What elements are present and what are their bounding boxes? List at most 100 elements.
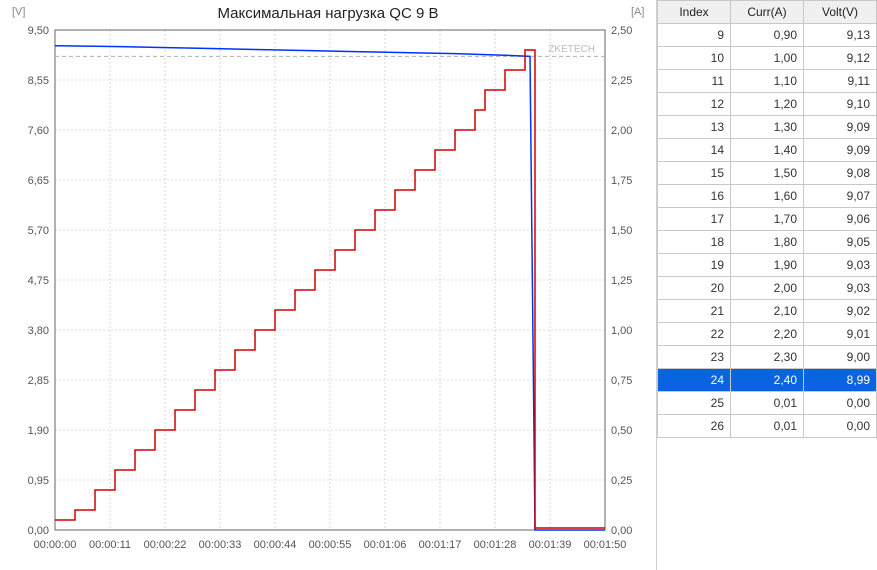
cell-voltage: 9,07	[804, 185, 877, 208]
cell-voltage: 9,09	[804, 116, 877, 139]
watermark: ZKETECH	[548, 44, 595, 55]
table-row[interactable]: 232,309,00	[658, 346, 877, 369]
table-row[interactable]: 111,109,11	[658, 70, 877, 93]
cell-index: 9	[658, 24, 731, 47]
xtick: 00:00:22	[144, 539, 187, 551]
cell-index: 20	[658, 277, 731, 300]
table-row[interactable]: 90,909,13	[658, 24, 877, 47]
table-row[interactable]: 181,809,05	[658, 231, 877, 254]
cell-voltage: 9,06	[804, 208, 877, 231]
xtick: 00:01:06	[364, 539, 407, 551]
table-row[interactable]: 212,109,02	[658, 300, 877, 323]
table-row[interactable]: 242,408,99	[658, 369, 877, 392]
ytick-right: 0,00	[611, 525, 632, 537]
right-axis-label: [A]	[631, 6, 644, 18]
cell-current: 1,40	[731, 139, 804, 162]
table-row[interactable]: 101,009,12	[658, 47, 877, 70]
left-axis-label: [V]	[12, 6, 25, 18]
cell-voltage: 9,03	[804, 254, 877, 277]
xtick: 00:01:28	[474, 539, 517, 551]
ytick-left: 0,00	[28, 525, 49, 537]
ytick-right: 2,50	[611, 25, 632, 37]
ytick-left: 4,75	[28, 275, 49, 287]
ytick-right: 1,00	[611, 325, 632, 337]
ytick-left: 7,60	[28, 125, 49, 137]
cell-voltage: 9,12	[804, 47, 877, 70]
cell-index: 16	[658, 185, 731, 208]
xtick: 00:00:55	[309, 539, 352, 551]
cell-voltage: 9,13	[804, 24, 877, 47]
cell-current: 1,70	[731, 208, 804, 231]
ytick-right: 0,25	[611, 475, 632, 487]
ytick-left: 6,65	[28, 175, 49, 187]
table-row[interactable]: 161,609,07	[658, 185, 877, 208]
cell-index: 19	[658, 254, 731, 277]
cell-current: 2,20	[731, 323, 804, 346]
data-table: Index Curr(A) Volt(V) 90,909,13101,009,1…	[657, 0, 877, 438]
cell-voltage: 9,01	[804, 323, 877, 346]
xtick: 00:00:44	[254, 539, 297, 551]
ytick-right: 2,00	[611, 125, 632, 137]
table-row[interactable]: 141,409,09	[658, 139, 877, 162]
cell-voltage: 9,10	[804, 93, 877, 116]
ytick-left: 9,50	[28, 25, 49, 37]
cell-index: 14	[658, 139, 731, 162]
col-index: Index	[658, 1, 731, 24]
col-voltage: Volt(V)	[804, 1, 877, 24]
cell-current: 1,20	[731, 93, 804, 116]
cell-index: 21	[658, 300, 731, 323]
cell-voltage: 0,00	[804, 392, 877, 415]
cell-current: 1,90	[731, 254, 804, 277]
cell-current: 1,50	[731, 162, 804, 185]
ytick-left: 5,70	[28, 225, 49, 237]
cell-current: 2,30	[731, 346, 804, 369]
table-row[interactable]: 121,209,10	[658, 93, 877, 116]
xtick: 00:00:11	[89, 539, 131, 551]
cell-index: 15	[658, 162, 731, 185]
cell-current: 0,90	[731, 24, 804, 47]
cell-index: 24	[658, 369, 731, 392]
cell-index: 23	[658, 346, 731, 369]
cell-index: 26	[658, 415, 731, 438]
ytick-right: 1,50	[611, 225, 632, 237]
cell-index: 11	[658, 70, 731, 93]
cell-index: 17	[658, 208, 731, 231]
cell-voltage: 0,00	[804, 415, 877, 438]
xtick: 00:01:17	[419, 539, 462, 551]
cell-current: 2,40	[731, 369, 804, 392]
ytick-right: 0,50	[611, 425, 632, 437]
cell-current: 0,01	[731, 392, 804, 415]
table-row[interactable]: 260,010,00	[658, 415, 877, 438]
cell-index: 13	[658, 116, 731, 139]
ytick-left: 3,80	[28, 325, 49, 337]
cell-index: 18	[658, 231, 731, 254]
cell-voltage: 9,09	[804, 139, 877, 162]
ytick-right: 1,75	[611, 175, 632, 187]
cell-voltage: 9,03	[804, 277, 877, 300]
cell-index: 12	[658, 93, 731, 116]
ytick-left: 2,85	[28, 375, 49, 387]
table-row[interactable]: 222,209,01	[658, 323, 877, 346]
ytick-left: 8,55	[28, 75, 49, 87]
table-row[interactable]: 202,009,03	[658, 277, 877, 300]
cell-current: 1,10	[731, 70, 804, 93]
ytick-left: 1,90	[28, 425, 49, 437]
ytick-right: 0,75	[611, 375, 632, 387]
table-row[interactable]: 191,909,03	[658, 254, 877, 277]
cell-voltage: 9,02	[804, 300, 877, 323]
cell-index: 25	[658, 392, 731, 415]
cell-voltage: 9,00	[804, 346, 877, 369]
col-current: Curr(A)	[731, 1, 804, 24]
table-row[interactable]: 131,309,09	[658, 116, 877, 139]
cell-current: 0,01	[731, 415, 804, 438]
cell-index: 22	[658, 323, 731, 346]
cell-index: 10	[658, 47, 731, 70]
cell-current: 2,00	[731, 277, 804, 300]
data-table-panel: Index Curr(A) Volt(V) 90,909,13101,009,1…	[656, 0, 877, 570]
cell-current: 1,60	[731, 185, 804, 208]
table-row[interactable]: 171,709,06	[658, 208, 877, 231]
cell-voltage: 9,08	[804, 162, 877, 185]
table-row[interactable]: 151,509,08	[658, 162, 877, 185]
cell-current: 2,10	[731, 300, 804, 323]
table-row[interactable]: 250,010,00	[658, 392, 877, 415]
